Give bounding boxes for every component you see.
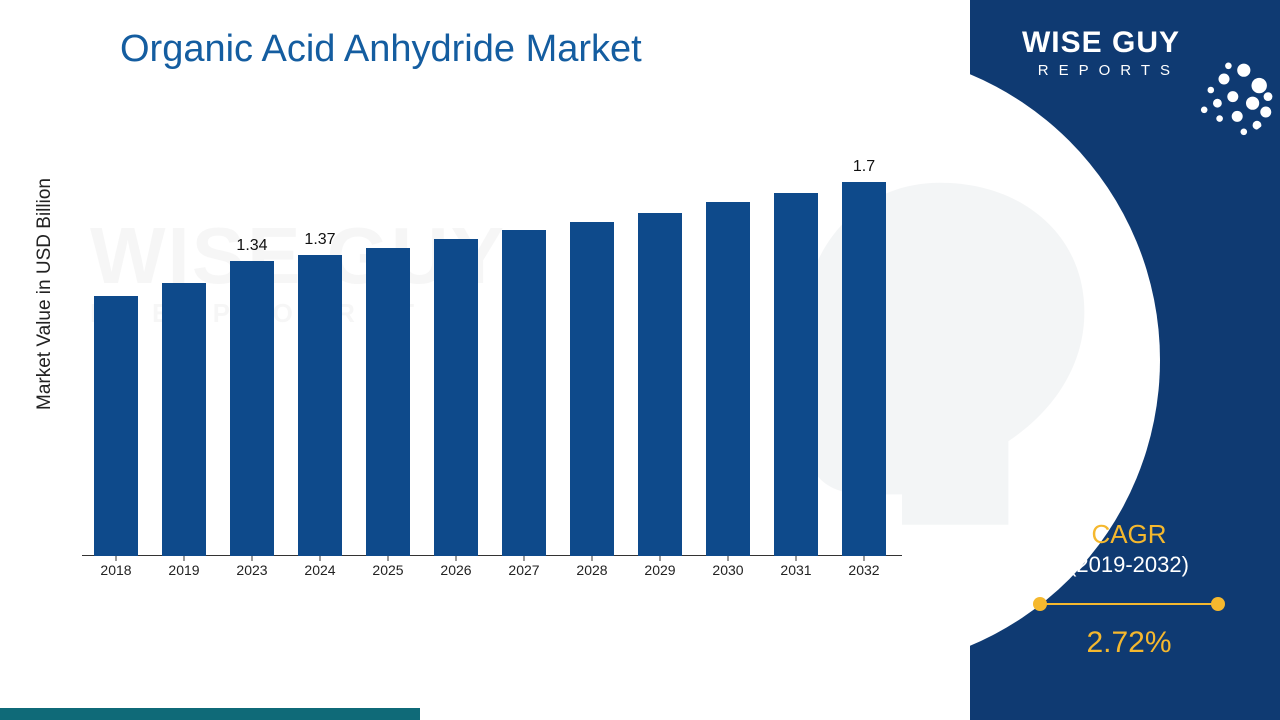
cagr-title: CAGR [1014,519,1244,550]
bar [842,182,886,556]
x-tick-label: 2027 [508,562,539,578]
bar [706,202,750,556]
cagr-divider [1039,592,1219,616]
y-axis-label: Market Value in USD Billion [34,178,56,410]
bar [366,248,410,556]
plot-area: 2018201920231.3420241.372025202620272028… [82,160,902,556]
x-tick-label: 2018 [100,562,131,578]
x-tick-label: 2029 [644,562,675,578]
x-tick-label: 2030 [712,562,743,578]
bar-chart: 2018 2019 2023 1.34 2024 1.37 2025 2026 2027 2028… [82,160,902,580]
bar [638,213,682,556]
bar [298,255,342,556]
bar [230,261,274,556]
x-tick-label: 2025 [372,562,403,578]
brand-block: WISE GUY REPORTS [1022,26,1250,79]
x-tick-label: 2028 [576,562,607,578]
bar-value-label: 1.37 [290,231,350,249]
bar [434,239,478,556]
chart-title: Organic Acid Anhydride Market [120,28,642,71]
bar [162,283,206,556]
cagr-box: CAGR (2019-2032) 2.72% [1014,519,1244,660]
bar [94,296,138,556]
cagr-value: 2.72% [1014,626,1244,660]
footer-accent-bar [0,708,420,720]
bar [570,222,614,556]
bar [774,193,818,556]
x-tick-label: 2023 [236,562,267,578]
x-tick-label: 2024 [304,562,335,578]
x-tick-label: 2026 [440,562,471,578]
x-tick-label: 2032 [848,562,879,578]
infographic-stage: WISE GUY R E P O R T S Organic Acid Anhy… [0,0,1280,720]
x-tick-label: 2019 [168,562,199,578]
bar-value-label: 1.7 [834,158,894,176]
bar-value-label: 1.34 [222,237,282,255]
brand-name: WISE GUY [1022,26,1180,60]
cagr-range: (2019-2032) [1014,552,1244,578]
bar [502,230,546,556]
x-tick-label: 2031 [780,562,811,578]
brand-sub: REPORTS [1022,62,1180,79]
